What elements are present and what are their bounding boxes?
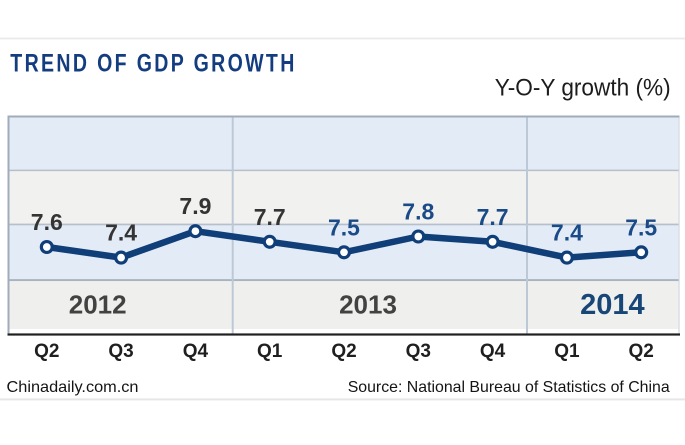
svg-text:Q2: Q2 [34, 341, 59, 362]
svg-text:Q3: Q3 [406, 341, 431, 362]
svg-text:Q1: Q1 [554, 341, 580, 362]
svg-text:Q3: Q3 [108, 341, 133, 362]
svg-text:Q1: Q1 [257, 341, 283, 362]
svg-text:7.7: 7.7 [477, 204, 509, 230]
svg-text:2013: 2013 [339, 289, 397, 319]
svg-text:2012: 2012 [69, 289, 127, 319]
svg-text:Y-O-Y growth (%): Y-O-Y growth (%) [495, 75, 671, 102]
svg-text:Q2: Q2 [629, 341, 654, 362]
svg-text:Source: National Bureau of Sta: Source: National Bureau of Statistics of… [348, 379, 670, 396]
svg-text:7.6: 7.6 [31, 209, 63, 235]
svg-text:7.7: 7.7 [254, 204, 286, 230]
svg-text:2014: 2014 [580, 289, 645, 321]
svg-text:Chinadaily.com.cn: Chinadaily.com.cn [7, 379, 139, 396]
svg-text:7.9: 7.9 [179, 193, 211, 219]
svg-text:Q4: Q4 [480, 341, 506, 362]
svg-text:7.4: 7.4 [551, 220, 583, 246]
svg-text:7.5: 7.5 [328, 214, 360, 240]
svg-text:7.5: 7.5 [625, 214, 657, 240]
svg-text:Q2: Q2 [331, 341, 356, 362]
svg-text:7.4: 7.4 [105, 220, 137, 246]
svg-text:Q4: Q4 [183, 341, 209, 362]
svg-text:TREND OF GDP GROWTH: TREND OF GDP GROWTH [10, 50, 296, 78]
svg-text:7.8: 7.8 [402, 199, 434, 225]
